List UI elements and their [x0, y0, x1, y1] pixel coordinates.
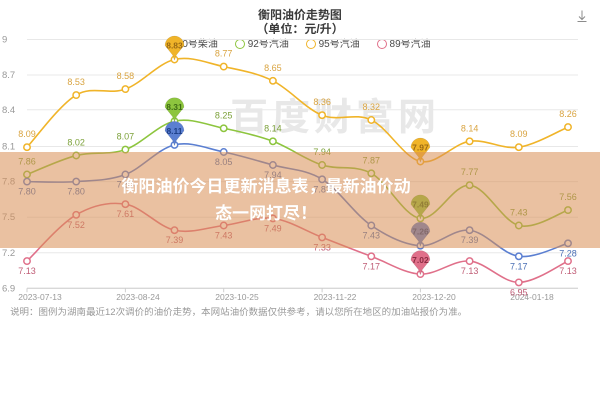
svg-text:7.13: 7.13 [18, 266, 36, 276]
svg-text:8.36: 8.36 [313, 97, 331, 107]
svg-text:8.1: 8.1 [2, 142, 15, 153]
svg-text:7.17: 7.17 [510, 261, 528, 271]
svg-text:2023-12-20: 2023-12-20 [412, 292, 456, 302]
svg-text:8.32: 8.32 [363, 102, 381, 112]
svg-text:8.31: 8.31 [166, 102, 183, 112]
svg-text:6.9: 6.9 [2, 283, 15, 294]
svg-text:7.13: 7.13 [461, 266, 479, 276]
svg-text:8.4: 8.4 [2, 105, 15, 116]
svg-text:8.07: 8.07 [117, 132, 135, 142]
svg-text:8.02: 8.02 [67, 138, 85, 148]
svg-text:2023-08-24: 2023-08-24 [116, 292, 160, 302]
svg-text:9: 9 [2, 35, 7, 46]
svg-text:2023-11-22: 2023-11-22 [314, 292, 357, 302]
svg-text:7.13: 7.13 [559, 266, 577, 276]
svg-text:8.53: 8.53 [67, 77, 85, 87]
svg-text:6.95: 6.95 [510, 287, 528, 297]
svg-text:8.14: 8.14 [264, 123, 282, 133]
svg-text:2023-07-13: 2023-07-13 [18, 292, 62, 302]
svg-text:8.25: 8.25 [215, 110, 233, 120]
svg-text:8.09: 8.09 [18, 129, 36, 139]
svg-text:8.09: 8.09 [510, 129, 528, 139]
svg-text:7.97: 7.97 [412, 143, 429, 153]
svg-text:8.11: 8.11 [166, 126, 182, 136]
svg-text:7.17: 7.17 [363, 261, 381, 271]
svg-text:7.02: 7.02 [412, 255, 429, 265]
svg-text:2023-10-25: 2023-10-25 [215, 292, 259, 302]
svg-text:8.14: 8.14 [461, 123, 479, 133]
svg-text:8.65: 8.65 [264, 63, 282, 73]
svg-text:8.83: 8.83 [166, 41, 183, 51]
svg-text:8.26: 8.26 [559, 109, 577, 119]
svg-text:8.58: 8.58 [117, 71, 135, 81]
svg-text:7.2: 7.2 [2, 248, 15, 259]
svg-text:8.7: 8.7 [2, 70, 15, 81]
svg-text:8.77: 8.77 [215, 49, 233, 59]
svg-text:7.28: 7.28 [559, 248, 577, 258]
